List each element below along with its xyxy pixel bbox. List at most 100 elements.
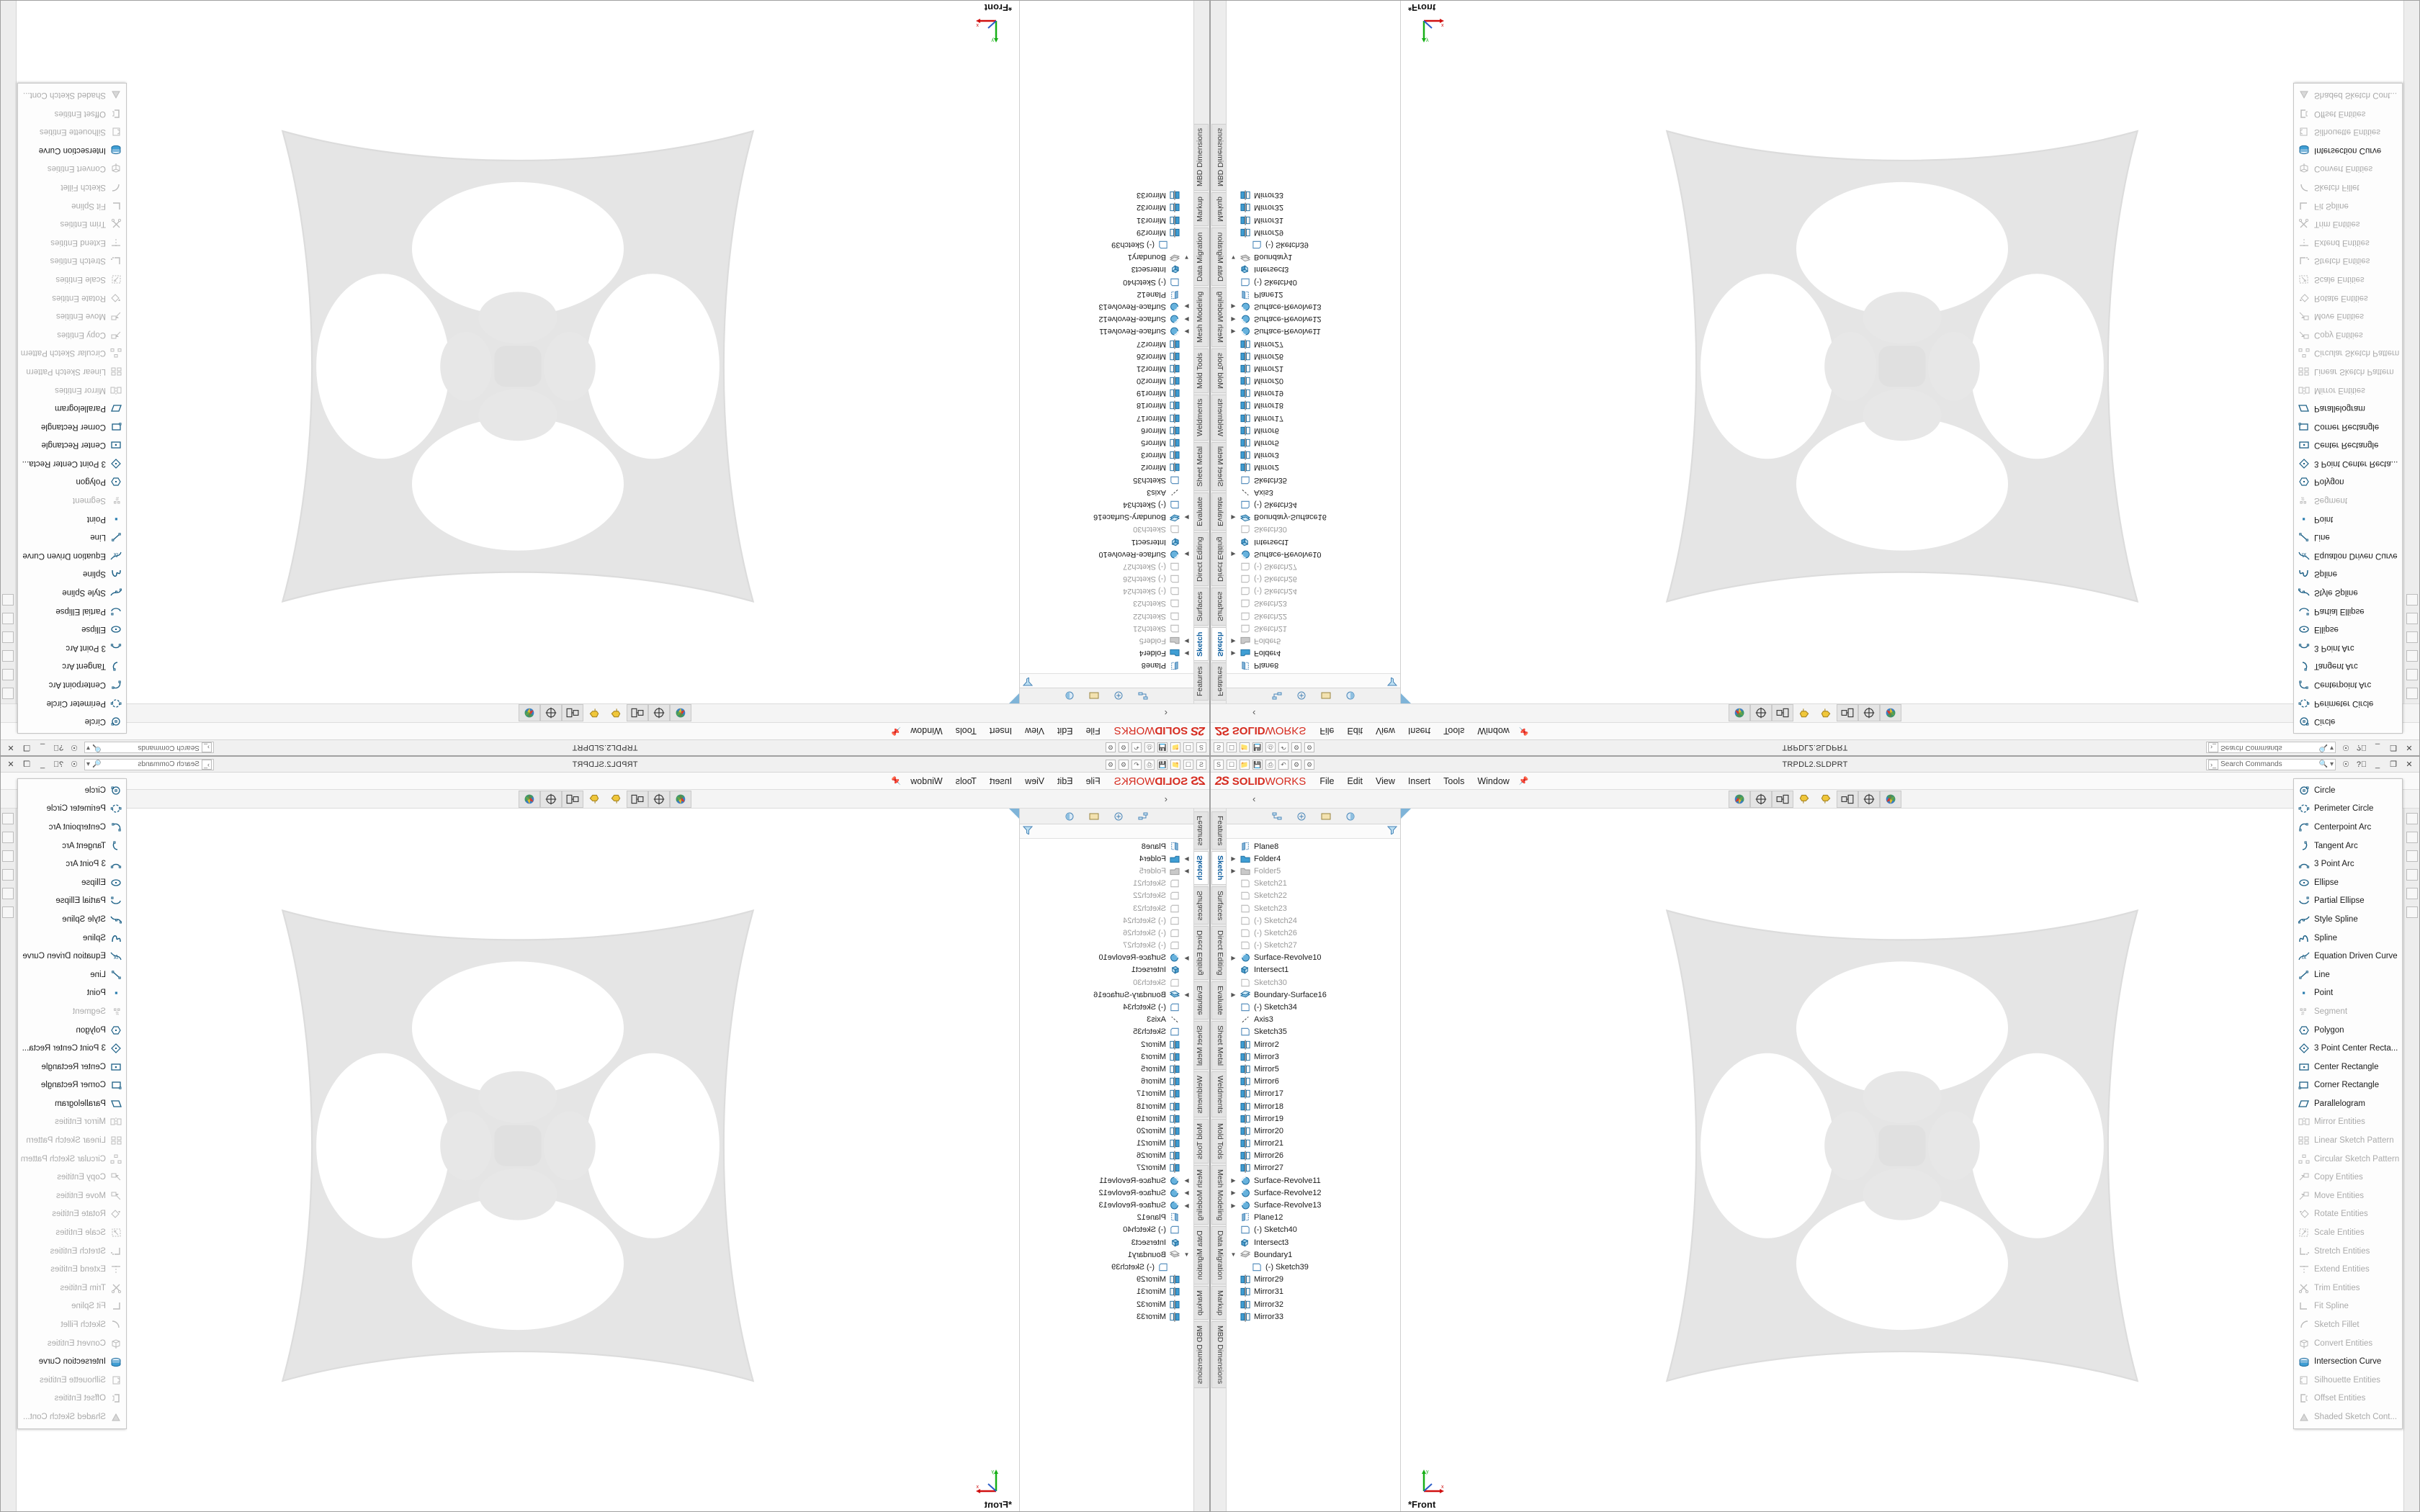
feature-tree-tab-icon[interactable] bbox=[1137, 690, 1150, 702]
sketch-menu-item-circle[interactable]: Circle bbox=[2294, 781, 2402, 800]
view-orientation-icon[interactable] bbox=[1729, 704, 1750, 722]
command-tab-surfaces[interactable]: Surfaces bbox=[1194, 587, 1209, 626]
display-manager-tab-icon[interactable] bbox=[1344, 690, 1357, 702]
open-document-icon[interactable]: 📁 bbox=[1240, 742, 1250, 753]
feature-tree-node[interactable]: ▼ Boundary1 bbox=[1020, 1248, 1191, 1261]
magnifier-icon[interactable]: 🔍 bbox=[92, 744, 102, 752]
design-library-icon[interactable] bbox=[2406, 669, 2418, 680]
feature-tree-node[interactable]: Sketch22 bbox=[1229, 890, 1400, 902]
sketch-menu-item-center-rectangle[interactable]: Center Rectangle bbox=[2294, 1058, 2402, 1076]
feature-tree-node[interactable]: Intersect3 bbox=[1229, 264, 1400, 276]
sketch-menu-item-point[interactable]: Point bbox=[18, 510, 126, 528]
chevron-right-icon[interactable]: ▶ bbox=[1231, 637, 1236, 644]
view-orientation-icon[interactable] bbox=[670, 790, 691, 808]
chevron-right-icon[interactable]: ▶ bbox=[1231, 513, 1236, 521]
command-button-group[interactable] bbox=[1729, 790, 1901, 808]
magnifier-icon[interactable]: 🔍 bbox=[92, 760, 102, 768]
sketch-menu-item-parallelogram[interactable]: Parallelogram bbox=[18, 1094, 126, 1113]
feature-tree-node[interactable]: Mirror18 bbox=[1020, 1100, 1191, 1112]
sketch-menu-item-parallelogram[interactable]: Parallelogram bbox=[18, 399, 126, 418]
feature-tree-node[interactable]: ▶ Folder5 bbox=[1229, 865, 1400, 877]
sketch-menu-item-perimeter-circle[interactable]: Perimeter Circle bbox=[18, 694, 126, 713]
chevron-down-icon[interactable]: ▾ bbox=[86, 744, 91, 752]
sketch-menu-item-center-rectangle[interactable]: Center Rectangle bbox=[18, 436, 126, 455]
print-icon[interactable]: ⎙ bbox=[1265, 759, 1276, 770]
sketch-menu-item-ellipse[interactable]: Ellipse bbox=[18, 873, 126, 892]
options-icon[interactable]: ⚙ bbox=[1106, 742, 1116, 753]
sketch-menu-item-centerpoint-arc[interactable]: Centerpoint Arc bbox=[18, 818, 126, 837]
sketch-menu-item-point[interactable]: Point bbox=[2294, 510, 2402, 528]
new-document-icon[interactable]: ☐ bbox=[1227, 759, 1237, 770]
sketch-menu-item-style-spline[interactable]: Style Spline bbox=[2294, 910, 2402, 929]
sketch-menu-item-equation-driven-curve[interactable]: fx Equation Driven Curve bbox=[18, 947, 126, 966]
feature-tree-node[interactable]: Mirror17 bbox=[1020, 412, 1191, 424]
pushpin-icon[interactable]: 📌 bbox=[891, 777, 902, 786]
command-tab-mesh-modeling[interactable]: Mesh Modeling bbox=[1211, 1165, 1226, 1225]
restore-button[interactable]: ❐ bbox=[2390, 760, 2397, 769]
feature-tree-node[interactable]: Sketch22 bbox=[1229, 610, 1400, 622]
appearances-icon[interactable] bbox=[2406, 613, 2418, 624]
part-model-render[interactable] bbox=[17, 809, 1019, 1512]
help-icon[interactable]: ?⃝ bbox=[53, 743, 64, 752]
command-tab-strip[interactable]: Features Sketch Surfaces Direct Editing Eval… bbox=[1193, 0, 1209, 703]
chevron-down-icon[interactable]: ▼ bbox=[1183, 1251, 1190, 1259]
feature-tree-node[interactable]: Intersect1 bbox=[1229, 964, 1400, 976]
view-orientation-icon[interactable] bbox=[670, 704, 691, 722]
feature-tree-node[interactable]: ▶ Surface-Revolve11 bbox=[1020, 1174, 1191, 1187]
menu-item-window[interactable]: Window bbox=[910, 726, 943, 737]
feature-tree-node[interactable]: Plane12 bbox=[1020, 288, 1191, 300]
task-pane-strip[interactable] bbox=[2403, 0, 2419, 703]
feature-tree-node[interactable]: Axis3 bbox=[1020, 1014, 1191, 1026]
view-orientation-alt-icon[interactable] bbox=[519, 704, 540, 722]
task-pane-strip[interactable] bbox=[1, 0, 17, 703]
feature-tree-node[interactable]: Plane8 bbox=[1229, 840, 1400, 852]
feature-tree-node[interactable]: Mirror31 bbox=[1020, 214, 1191, 226]
command-tab-surfaces[interactable]: Surfaces bbox=[1211, 886, 1226, 925]
command-tab-markup[interactable]: Markup bbox=[1194, 192, 1209, 227]
sketch-menu-item-intersection-curve[interactable]: Intersection Curve bbox=[18, 141, 126, 160]
command-tab-mbd-dimensions[interactable]: MBD Dimensions bbox=[1211, 1320, 1226, 1388]
section-view-alt-icon[interactable] bbox=[540, 704, 562, 722]
feature-tree-node[interactable]: Mirror17 bbox=[1020, 1088, 1191, 1100]
minimize-button[interactable]: _ bbox=[40, 760, 45, 769]
feature-tree-node[interactable]: Intersect1 bbox=[1229, 536, 1400, 548]
feature-tree-node[interactable]: (-) Sketch26 bbox=[1229, 573, 1400, 585]
feature-tree-node[interactable]: Mirror17 bbox=[1229, 1088, 1400, 1100]
chevron-right-icon[interactable]: ▶ bbox=[1231, 868, 1236, 875]
filter-icon[interactable] bbox=[1386, 675, 1398, 688]
sketch-menu-item-3-point-arc[interactable]: 3 Point Arc bbox=[18, 639, 126, 657]
menu-item-file[interactable]: File bbox=[1085, 775, 1101, 786]
property-manager-tab-icon[interactable] bbox=[1113, 810, 1126, 822]
appearances-icon[interactable] bbox=[2406, 888, 2418, 899]
feature-tree-node[interactable]: (-) Sketch26 bbox=[1020, 573, 1191, 585]
feature-tree-node[interactable]: (-) Sketch24 bbox=[1020, 585, 1191, 598]
feature-tree-node[interactable]: Mirror5 bbox=[1229, 436, 1400, 449]
undo-icon[interactable]: ↶ bbox=[1131, 742, 1142, 753]
feature-tree[interactable]: Plane8 ▶ Folder4 ▶ Folder5 Sketch21 Sketch22 Sk… bbox=[1227, 839, 1400, 1511]
help-icon[interactable]: ?⃝ bbox=[2356, 743, 2367, 752]
rebuild-icon[interactable]: ⚙ bbox=[1119, 759, 1129, 770]
feature-tree-node[interactable]: Axis3 bbox=[1020, 486, 1191, 498]
sketch-menu-item-3-point-arc[interactable]: 3 Point Arc bbox=[2294, 855, 2402, 873]
menu-item-insert[interactable]: Insert bbox=[1407, 726, 1431, 737]
file-explorer-icon[interactable] bbox=[2406, 850, 2418, 862]
feature-tree-node[interactable]: Mirror33 bbox=[1020, 189, 1191, 202]
feature-tree-node[interactable]: Plane12 bbox=[1020, 1212, 1191, 1224]
chevron-right-icon[interactable]: ▶ bbox=[1184, 1189, 1189, 1197]
feature-tree-node[interactable]: Mirror32 bbox=[1020, 1298, 1191, 1310]
feature-tree-node[interactable]: Mirror32 bbox=[1229, 202, 1400, 214]
menu-item-file[interactable]: File bbox=[1319, 726, 1335, 737]
feature-tree-node[interactable]: Sketch30 bbox=[1229, 976, 1400, 989]
command-tab-features[interactable]: Features bbox=[1211, 811, 1226, 850]
chevron-right-icon[interactable]: ▶ bbox=[1231, 551, 1236, 558]
sketch-menu-item-equation-driven-curve[interactable]: fx Equation Driven Curve bbox=[18, 546, 126, 565]
measure-icon[interactable] bbox=[1772, 704, 1793, 722]
sketch-menu-item-line[interactable]: Line bbox=[2294, 528, 2402, 546]
feature-tree[interactable]: Plane8 ▶ Folder4 ▶ Folder5 Sketch21 Sketch22 Sk… bbox=[1227, 0, 1400, 673]
feature-tree-node[interactable]: Mirror29 bbox=[1020, 1274, 1191, 1286]
feature-manager-tabs[interactable] bbox=[1227, 688, 1400, 703]
new-document-icon[interactable]: ☐ bbox=[1183, 759, 1193, 770]
command-tab-mbd-dimensions[interactable]: MBD Dimensions bbox=[1211, 124, 1226, 192]
solidworks-window[interactable]: S ☐ 📁 💾 ⎙ ↶ ⚙ ⚙ TRPDL2.SLDPRT ›_ Search … bbox=[1210, 756, 2420, 1512]
chevron-right-icon[interactable]: ▶ bbox=[1231, 954, 1236, 961]
